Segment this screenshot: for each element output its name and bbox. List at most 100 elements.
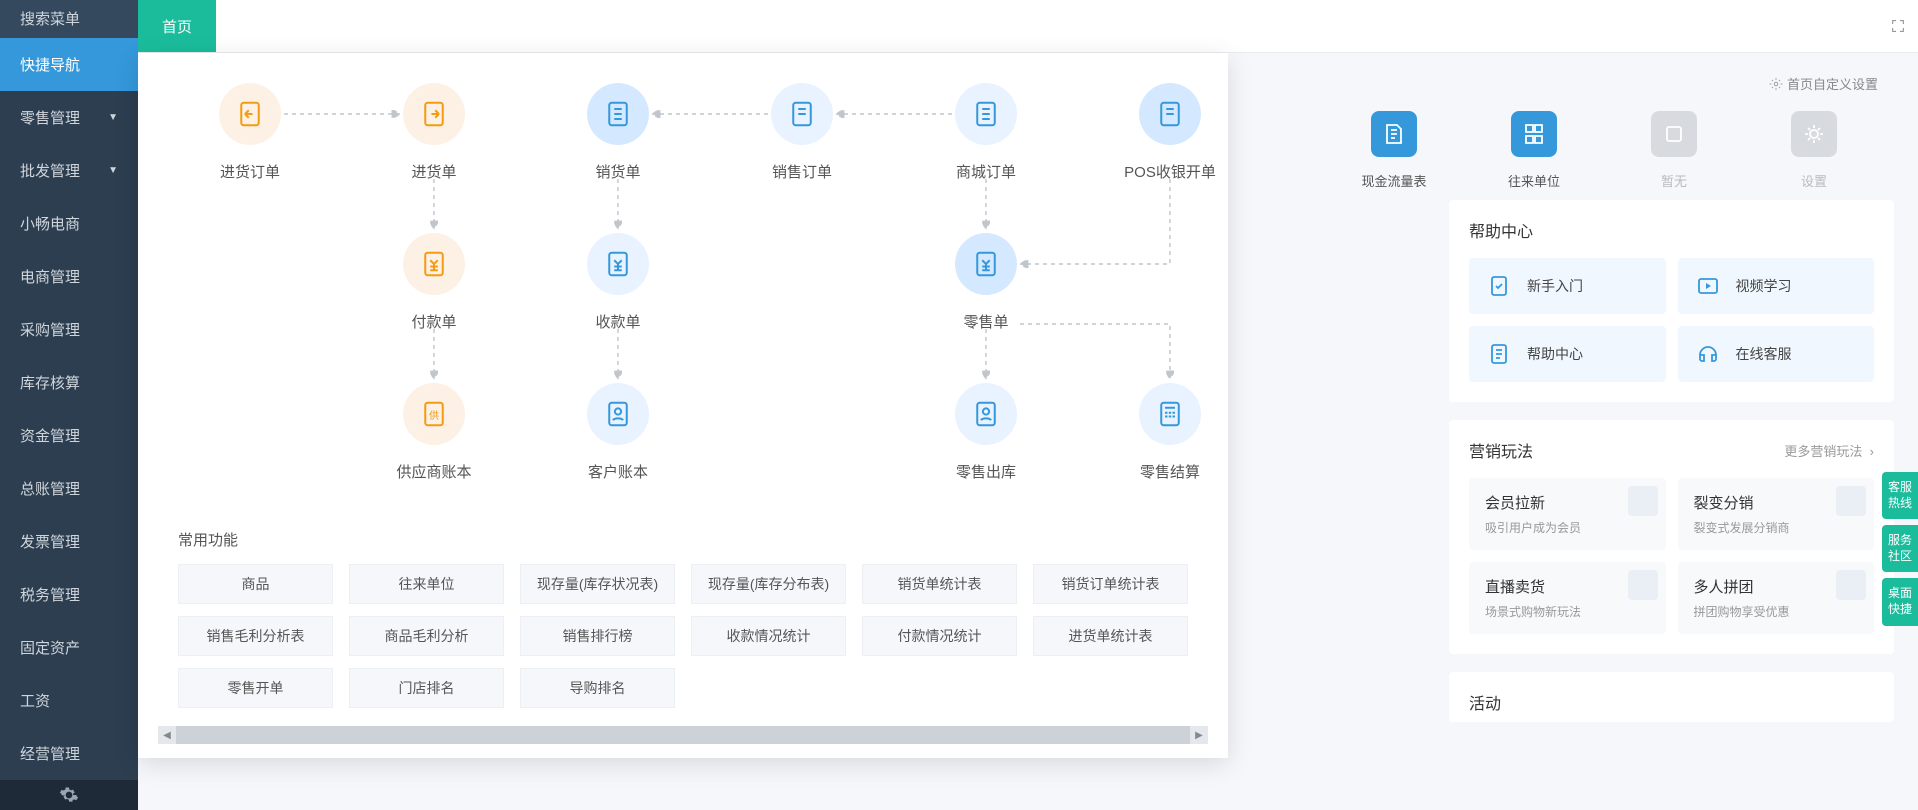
flow-node-icon <box>587 383 649 445</box>
sidebar-item-2[interactable]: 批发管理▼ <box>0 144 138 197</box>
flow-node-label: 供应商账本 <box>342 461 526 482</box>
sidebar-item-3[interactable]: 小畅电商 <box>0 197 138 250</box>
sidebar-settings[interactable] <box>0 780 138 810</box>
shortcut-icon <box>1522 122 1546 146</box>
scroll-right-button[interactable]: ▶ <box>1190 726 1208 744</box>
common-button-6[interactable]: 销售毛利分析表 <box>178 616 333 656</box>
shortcut-label: 暂无 <box>1661 171 1687 190</box>
help-item-1[interactable]: 视频学习 <box>1678 258 1875 314</box>
sidebar-item-5[interactable]: 采购管理 <box>0 303 138 356</box>
shortcut-icon-box <box>1371 111 1417 157</box>
market-item-1[interactable]: 裂变分销裂变式发展分销商 <box>1678 478 1875 550</box>
sidebar-item-4[interactable]: 电商管理 <box>0 250 138 303</box>
flow-node-n_pos[interactable]: POS收银开单 <box>1078 83 1262 182</box>
sidebar-item-11[interactable]: 固定资产 <box>0 621 138 674</box>
market-item-title: 多人拼团 <box>1694 576 1859 597</box>
sidebar-item-10[interactable]: 税务管理 <box>0 568 138 621</box>
sidebar-item-7[interactable]: 资金管理 <box>0 409 138 462</box>
common-button-3[interactable]: 现存量(库存分布表) <box>691 564 846 604</box>
flow-node-n_po[interactable]: 进货订单 <box>158 83 342 182</box>
market-panel-more[interactable]: 更多营销玩法 › <box>1784 441 1874 460</box>
sidebar-item-8[interactable]: 总账管理 <box>0 462 138 515</box>
tab-home[interactable]: 首页 <box>138 0 216 52</box>
flow-arrow <box>1020 324 1170 379</box>
sidebar-item-label: 固定资产 <box>20 637 80 658</box>
shortcut-1[interactable]: 往来单位 <box>1494 111 1574 190</box>
flow-node-n_purchase[interactable]: 进货单 <box>342 83 526 182</box>
help-item-0[interactable]: 新手入门 <box>1469 258 1666 314</box>
flow-node-n_customer[interactable]: 客户账本 <box>526 383 710 482</box>
flow-node-n_sales[interactable]: 销货单 <box>526 83 710 182</box>
flow-node-n_recv[interactable]: 收款单 <box>526 233 710 332</box>
common-button-14[interactable]: 导购排名 <box>520 668 675 708</box>
flow-node-n_retailout[interactable]: 零售出库 <box>894 383 1078 482</box>
shortcut-icon-box <box>1511 111 1557 157</box>
shortcut-icon <box>1662 122 1686 146</box>
shortcut-icon <box>1382 122 1406 146</box>
activity-panel-title: 活动 <box>1469 690 1874 714</box>
float-pill-0[interactable]: 客服热线 <box>1882 472 1918 519</box>
flow-node-n_so[interactable]: 销售订单 <box>710 83 894 182</box>
flow-node-label: 销售订单 <box>710 161 894 182</box>
float-pill-1[interactable]: 服务社区 <box>1882 525 1918 572</box>
flow-node-icon <box>587 233 649 295</box>
home-customize-link[interactable]: 首页自定义设置 <box>1769 74 1878 93</box>
common-button-5[interactable]: 销货订单统计表 <box>1033 564 1188 604</box>
flow-node-n_supplier[interactable]: 供供应商账本 <box>342 383 526 482</box>
help-item-2[interactable]: 帮助中心 <box>1469 326 1666 382</box>
market-item-0[interactable]: 会员拉新吸引用户成为会员 <box>1469 478 1666 550</box>
help-item-label: 视频学习 <box>1736 276 1792 296</box>
common-button-7[interactable]: 商品毛利分析 <box>349 616 504 656</box>
sidebar-item-6[interactable]: 库存核算 <box>0 356 138 409</box>
market-item-3[interactable]: 多人拼团拼团购物享受优惠 <box>1678 562 1875 634</box>
common-button-0[interactable]: 商品 <box>178 564 333 604</box>
common-button-13[interactable]: 门店排名 <box>349 668 504 708</box>
shortcut-icon-box <box>1791 111 1837 157</box>
common-button-9[interactable]: 收款情况统计 <box>691 616 846 656</box>
help-panel: 帮助中心 新手入门视频学习帮助中心在线客服 <box>1449 200 1894 402</box>
market-item-sub: 场景式购物新玩法 <box>1485 603 1650 620</box>
market-item-2[interactable]: 直播卖货场景式购物新玩法 <box>1469 562 1666 634</box>
help-item-3[interactable]: 在线客服 <box>1678 326 1875 382</box>
common-button-11[interactable]: 进货单统计表 <box>1033 616 1188 656</box>
common-button-4[interactable]: 销货单统计表 <box>862 564 1017 604</box>
sidebar-item-13[interactable]: 经营管理 <box>0 727 138 780</box>
flow-node-label: 零售出库 <box>894 461 1078 482</box>
scroll-track[interactable] <box>176 726 1190 744</box>
common-button-10[interactable]: 付款情况统计 <box>862 616 1017 656</box>
flow-node-n_settle[interactable]: 零售结算 <box>1078 383 1262 482</box>
doc-icon <box>1485 340 1513 368</box>
decoration-icon <box>1836 570 1866 600</box>
help-item-label: 新手入门 <box>1527 276 1583 296</box>
fullscreen-button[interactable] <box>1878 0 1918 52</box>
flow-node-label: 商城订单 <box>894 161 1078 182</box>
flow-node-icon <box>1139 83 1201 145</box>
sidebar-item-1[interactable]: 零售管理▼ <box>0 91 138 144</box>
sidebar-item-label: 经营管理 <box>20 743 80 764</box>
decoration-icon <box>1836 486 1866 516</box>
common-button-8[interactable]: 销售排行榜 <box>520 616 675 656</box>
headset-icon <box>1694 340 1722 368</box>
flow-diagram: 进货订单进货单销货单销售订单商城订单POS收银开单付款单收款单零售单供供应商账本… <box>158 83 1208 523</box>
sidebar-item-12[interactable]: 工资 <box>0 674 138 727</box>
shortcut-3[interactable]: 设置 <box>1774 111 1854 190</box>
common-button-12[interactable]: 零售开单 <box>178 668 333 708</box>
scroll-left-button[interactable]: ◀ <box>158 726 176 744</box>
common-button-1[interactable]: 往来单位 <box>349 564 504 604</box>
shortcut-2[interactable]: 暂无 <box>1634 111 1714 190</box>
sidebar-item-9[interactable]: 发票管理 <box>0 515 138 568</box>
sidebar-search-label: 搜索菜单 <box>20 8 80 29</box>
shortcut-0[interactable]: 现金流量表 <box>1354 111 1434 190</box>
flow-node-icon <box>403 83 465 145</box>
sidebar-item-0[interactable]: 快捷导航 <box>0 38 138 91</box>
common-button-2[interactable]: 现存量(库存状况表) <box>520 564 675 604</box>
horizontal-scrollbar[interactable]: ◀ ▶ <box>158 726 1208 744</box>
sidebar-search[interactable]: 搜索菜单 <box>0 0 138 38</box>
flow-node-n_mall[interactable]: 商城订单 <box>894 83 1078 182</box>
flow-node-n_retail[interactable]: 零售单 <box>894 233 1078 332</box>
sidebar-item-label: 发票管理 <box>20 531 80 552</box>
flow-node-n_pay[interactable]: 付款单 <box>342 233 526 332</box>
shortcut-label: 现金流量表 <box>1361 171 1426 190</box>
float-pill-2[interactable]: 桌面快捷 <box>1882 578 1918 625</box>
decoration-icon <box>1628 486 1658 516</box>
